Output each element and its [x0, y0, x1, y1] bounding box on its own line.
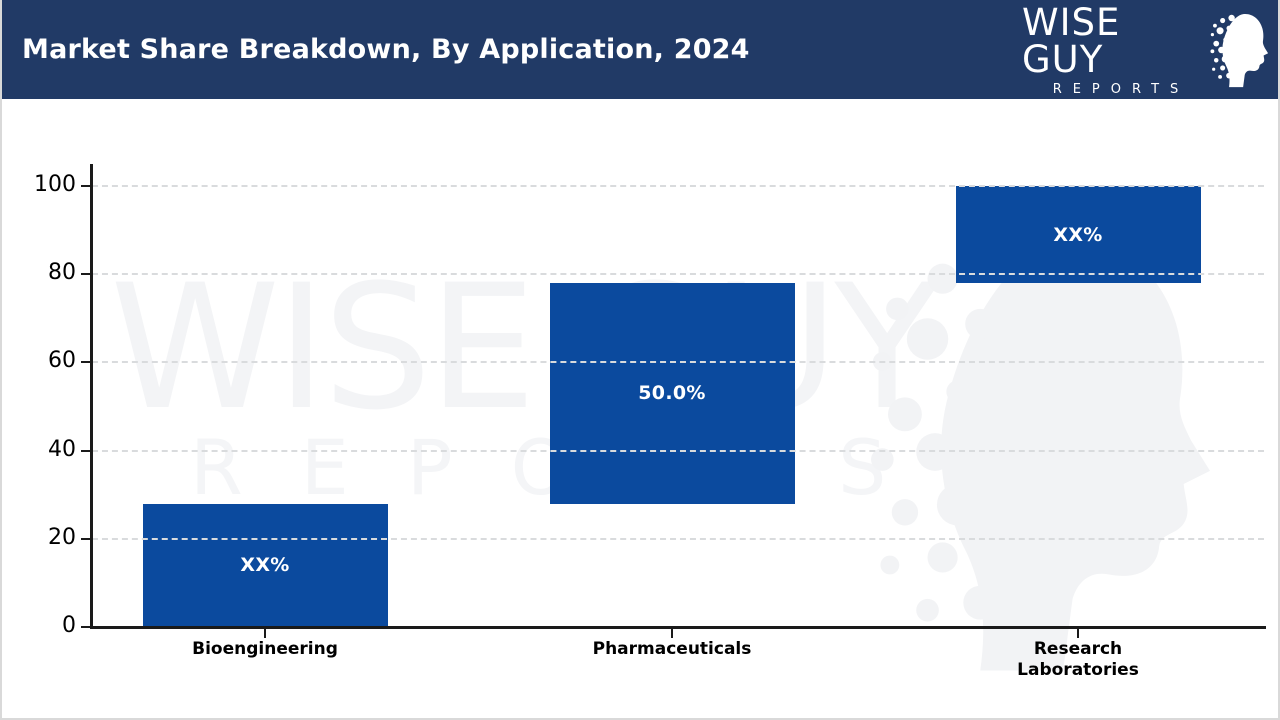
x-tick-mark [1077, 629, 1079, 638]
bar-value-label: 50.0% [638, 382, 706, 405]
page-title: Market Share Breakdown, By Application, … [22, 34, 750, 65]
x-axis-spine [90, 626, 1266, 629]
x-axis-label: Bioengineering [192, 639, 338, 659]
brand-logo: WISE GUY REPORTS [1022, 4, 1270, 97]
y-tick-label: 0 [62, 613, 76, 638]
bar-bioengineering: XX% [142, 503, 388, 627]
bar-research-laboratories: XX% [955, 186, 1201, 284]
y-tick-mark [81, 361, 91, 364]
y-axis-spine [90, 164, 93, 629]
y-tick-mark [81, 273, 91, 276]
brand-logo-text: WISE GUY REPORTS [1022, 4, 1214, 97]
y-tick-label: 20 [48, 524, 76, 550]
bar-pharmaceuticals: 50.0% [549, 283, 795, 504]
gridline [92, 361, 1264, 364]
brand-subtext: REPORTS [1052, 81, 1190, 97]
y-tick-label: 60 [48, 348, 76, 374]
x-axis-label: Pharmaceuticals [592, 639, 752, 659]
x-tick-mark [671, 629, 673, 638]
y-tick-label: 100 [34, 172, 76, 197]
brand-wordmark: WISE GUY [1022, 0, 1121, 81]
y-tick-mark [81, 537, 91, 540]
y-tick-mark [81, 185, 91, 187]
gridline [92, 273, 1264, 276]
x-tick-mark [264, 629, 266, 638]
y-tick-mark [81, 449, 91, 452]
bar-value-label: XX% [240, 554, 290, 577]
bar-value-label: XX% [1053, 223, 1103, 246]
x-axis-label: Research Laboratories [1017, 639, 1139, 680]
header: Market Share Breakdown, By Application, … [2, 0, 1278, 99]
y-tick-mark [81, 626, 91, 628]
gridline [92, 449, 1264, 452]
gridline [92, 185, 1264, 187]
y-tick-label: 80 [48, 260, 76, 286]
brand-face-icon [1210, 13, 1269, 88]
gridline [92, 537, 1264, 540]
y-tick-label: 40 [48, 436, 76, 462]
